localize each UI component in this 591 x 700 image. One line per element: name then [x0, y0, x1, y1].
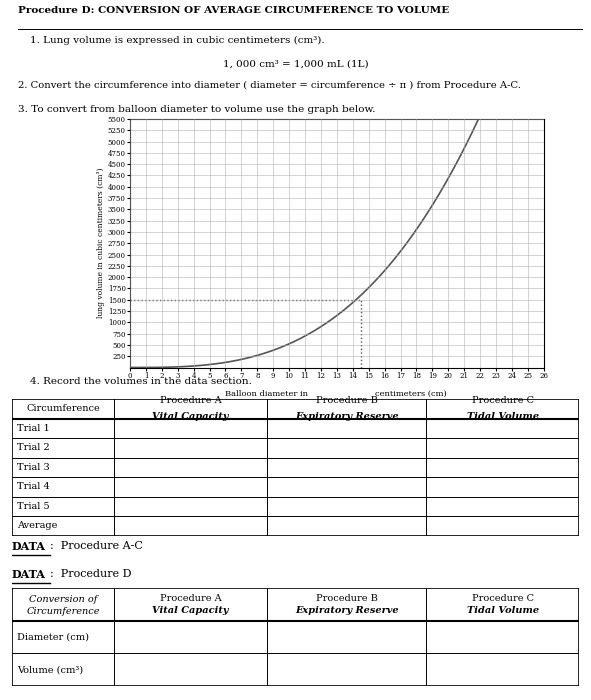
- Text: Vital Capacity: Vital Capacity: [152, 412, 229, 421]
- Text: Volume (cm³): Volume (cm³): [18, 665, 83, 674]
- Text: Procedure C: Procedure C: [472, 594, 534, 603]
- Text: DATA: DATA: [12, 540, 46, 552]
- Text: Diameter (cm): Diameter (cm): [18, 633, 89, 641]
- Text: Trial 1: Trial 1: [18, 424, 50, 433]
- Text: Procedure A: Procedure A: [160, 594, 222, 603]
- Text: Expiratory Reserve: Expiratory Reserve: [295, 606, 398, 615]
- Text: Procedure B: Procedure B: [316, 594, 378, 603]
- Text: Average: Average: [18, 522, 58, 531]
- Text: 2. Convert the circumference into diameter ( diameter = circumference ÷ π ) from: 2. Convert the circumference into diamet…: [18, 81, 521, 90]
- Text: Expiratory Reserve: Expiratory Reserve: [295, 412, 398, 421]
- Text: Procedure D: CONVERSION OF AVERAGE CIRCUMFERENCE TO VOLUME: Procedure D: CONVERSION OF AVERAGE CIRCU…: [18, 6, 449, 15]
- Text: Trial 4: Trial 4: [18, 482, 50, 491]
- Text: Procedure B: Procedure B: [316, 396, 378, 405]
- Text: 1. Lung volume is expressed in cubic centimeters (cm³).: 1. Lung volume is expressed in cubic cen…: [30, 36, 324, 45]
- Text: Trial 2: Trial 2: [18, 443, 50, 452]
- Text: Tidal Volume: Tidal Volume: [466, 412, 538, 421]
- Text: :  Procedure D: : Procedure D: [50, 569, 132, 579]
- Text: :  Procedure A-C: : Procedure A-C: [50, 541, 143, 551]
- Text: Tidal Volume: Tidal Volume: [466, 606, 538, 615]
- Text: 4. Record the volumes in the data section.: 4. Record the volumes in the data sectio…: [30, 377, 251, 386]
- Text: Circumference: Circumference: [26, 405, 100, 413]
- Text: 1, 000 cm³ = 1,000 mL (1L): 1, 000 cm³ = 1,000 mL (1L): [223, 60, 368, 69]
- Text: Vital Capacity: Vital Capacity: [152, 606, 229, 615]
- Text: DATA: DATA: [12, 568, 46, 580]
- Text: Procedure C: Procedure C: [472, 396, 534, 405]
- Text: 3. To convert from balloon diameter to volume use the graph below.: 3. To convert from balloon diameter to v…: [18, 105, 375, 113]
- Text: Circumference: Circumference: [26, 607, 100, 616]
- Text: Conversion of: Conversion of: [29, 595, 97, 604]
- Text: Balloon diameter in: Balloon diameter in: [225, 390, 308, 398]
- Text: Trial 3: Trial 3: [18, 463, 50, 472]
- Text: Trial 5: Trial 5: [18, 502, 50, 511]
- Text: centimeters (cm): centimeters (cm): [375, 390, 447, 398]
- Y-axis label: lung volume in cubic centimeters (cm³): lung volume in cubic centimeters (cm³): [97, 168, 105, 318]
- Text: Procedure A: Procedure A: [160, 396, 222, 405]
